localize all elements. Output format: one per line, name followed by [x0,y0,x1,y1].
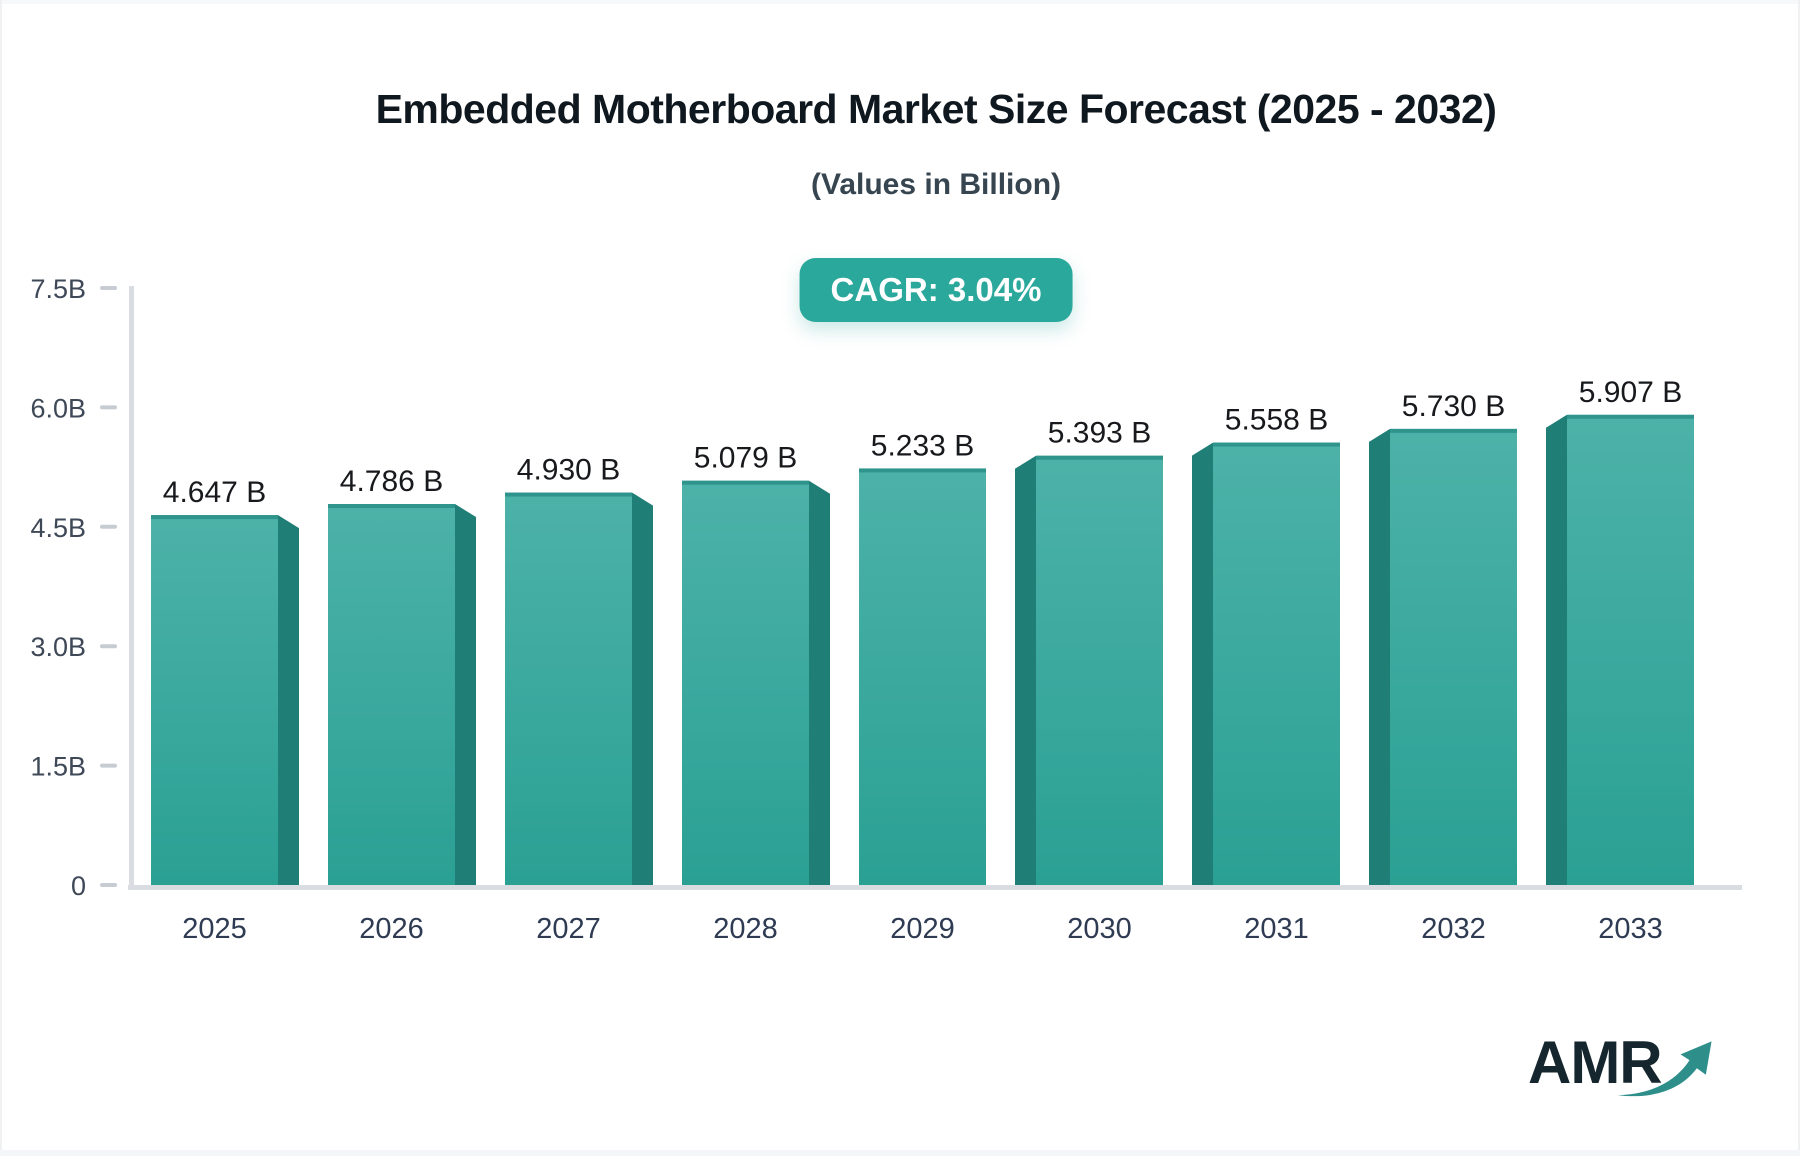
bar-value-label-2030: 5.393 B [1048,417,1151,450]
amr-logo: AMR [1528,1030,1718,1116]
y-tick-label-1.5B: 1.5B [30,752,86,782]
page-bottom-strip [0,1150,1800,1156]
bar-side-2025 [278,515,299,885]
bar-top-edge-2025 [151,515,278,520]
bar-face-2032 [1390,428,1517,885]
bar-face-2031 [1213,442,1340,885]
x-tick-label-2031: 2031 [1244,913,1309,945]
y-axis-line [129,286,134,889]
bar-side-2030 [1015,455,1036,885]
bar-side-2031 [1192,442,1213,885]
bar-face-2027 [505,492,632,885]
x-tick-label-2027: 2027 [536,913,601,945]
y-tick-dash [100,763,117,768]
bar-face-2029 [859,468,986,885]
bar-value-label-2025: 4.647 B [163,476,266,509]
y-tick-label-6.0B: 6.0B [30,393,86,423]
y-tick-label-7.5B: 7.5B [30,274,86,304]
y-tick-label-3.0B: 3.0B [30,632,86,662]
y-tick-label-0: 0 [71,871,86,901]
bar-top-edge-2031 [1213,442,1340,447]
amr-logo-text: AMR [1528,1029,1663,1096]
page-right-strip [1798,0,1800,1156]
bar-top-edge-2032 [1390,428,1517,433]
bar-top-edge-2026 [328,504,455,509]
x-tick-label-2033: 2033 [1598,913,1663,945]
y-tick-dash [100,405,117,410]
bar-value-label-2029: 5.233 B [871,429,974,462]
y-tick-dash [100,286,117,290]
x-tick-label-2025: 2025 [182,913,247,945]
bar-face-2030 [1036,455,1163,885]
bar-value-label-2032: 5.730 B [1402,390,1505,423]
page-left-strip [0,0,2,1156]
chart-title: Embedded Motherboard Market Size Forecas… [375,86,1497,132]
bar-face-2025 [151,515,278,885]
bar-value-label-2026: 4.786 B [340,465,443,498]
x-tick-label-2026: 2026 [359,913,424,945]
y-tick-label-4.5B: 4.5B [30,513,86,543]
bar-side-2033 [1546,414,1567,885]
bar-face-2033 [1567,414,1694,885]
bar-value-label-2027: 4.930 B [517,454,620,487]
bar-side-2026 [455,504,476,885]
bar-side-2028 [809,480,830,885]
bar-side-2027 [632,492,653,885]
y-tick-dash [100,524,117,529]
bar-side-2032 [1369,428,1390,885]
x-tick-label-2030: 2030 [1067,913,1132,945]
x-tick-label-2029: 2029 [890,913,955,945]
page-top-strip [0,0,1800,4]
cagr-badge-label: CAGR: 3.04% [830,271,1042,308]
x-tick-label-2032: 2032 [1421,913,1486,945]
bar-top-edge-2027 [505,492,632,497]
bar-value-label-2033: 5.907 B [1579,376,1682,409]
x-axis-line [128,885,1742,890]
cagr-badge: CAGR: 3.04% [799,258,1073,322]
x-tick-label-2028: 2028 [713,913,778,945]
bar-top-edge-2033 [1567,414,1694,419]
bar-top-edge-2029 [859,468,986,473]
bar-top-edge-2028 [682,480,809,485]
chart-subtitle: (Values in Billion) [810,168,1062,201]
bar-top-edge-2030 [1036,455,1163,460]
growth-arrow-icon [1617,1041,1712,1097]
bar-face-2028 [682,480,809,885]
bar-value-label-2028: 5.079 B [694,442,797,475]
bar-value-label-2031: 5.558 B [1225,404,1328,437]
bar-face-2026 [328,504,455,885]
y-tick-dash [100,644,117,649]
y-tick-dash [100,883,117,887]
